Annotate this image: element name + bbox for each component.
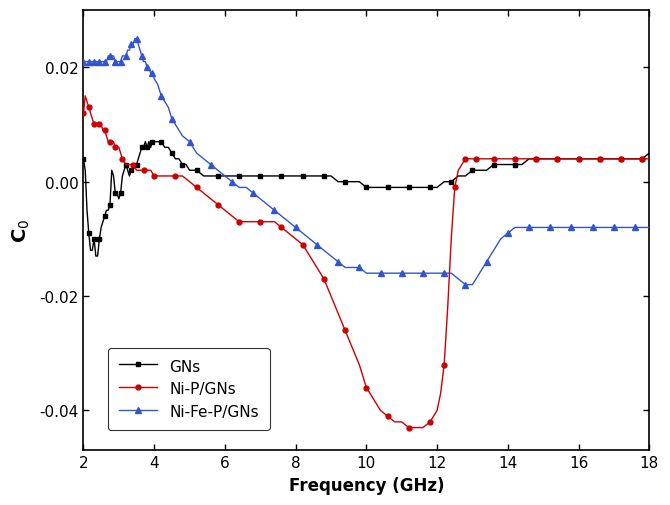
Y-axis label: C$_0$: C$_0$ (11, 219, 32, 243)
Ni-Fe-P/GNs (168, 117, 176, 123)
GNs (141, 139, 149, 145)
GNs (153, 139, 161, 145)
Ni-P/GNs (476, 157, 484, 163)
Ni-P/GNs (81, 93, 89, 99)
Ni-P/GNs (458, 162, 466, 168)
Ni-Fe-P/GNs (138, 54, 146, 60)
Line: Ni-Fe-P/GNs: Ni-Fe-P/GNs (80, 37, 652, 288)
Ni-Fe-P/GNs (645, 225, 653, 231)
GNs (391, 185, 399, 191)
X-axis label: Frequency (GHz): Frequency (GHz) (289, 476, 444, 494)
Ni-P/GNs (610, 157, 618, 163)
Ni-Fe-P/GNs (369, 271, 377, 277)
Legend: GNs, Ni-P/GNs, Ni-Fe-P/GNs: GNs, Ni-P/GNs, Ni-Fe-P/GNs (108, 348, 269, 430)
Ni-P/GNs (172, 174, 180, 180)
GNs (525, 157, 533, 163)
Ni-Fe-P/GNs (136, 48, 144, 54)
Ni-P/GNs (645, 157, 653, 163)
Ni-P/GNs (405, 425, 413, 431)
GNs (92, 254, 100, 260)
GNs (504, 162, 512, 168)
Ni-Fe-P/GNs (468, 282, 476, 288)
Ni-Fe-P/GNs (462, 282, 470, 288)
Ni-Fe-P/GNs (103, 60, 111, 66)
GNs (596, 157, 604, 163)
GNs (645, 151, 653, 157)
Ni-Fe-P/GNs (80, 60, 88, 66)
Ni-Fe-P/GNs (131, 36, 139, 42)
Ni-P/GNs (511, 157, 519, 163)
Ni-P/GNs (574, 157, 582, 163)
Line: Ni-P/GNs: Ni-P/GNs (81, 94, 652, 430)
GNs (80, 157, 88, 163)
Ni-P/GNs (80, 111, 88, 117)
GNs (341, 179, 349, 185)
Line: GNs: GNs (81, 140, 652, 259)
